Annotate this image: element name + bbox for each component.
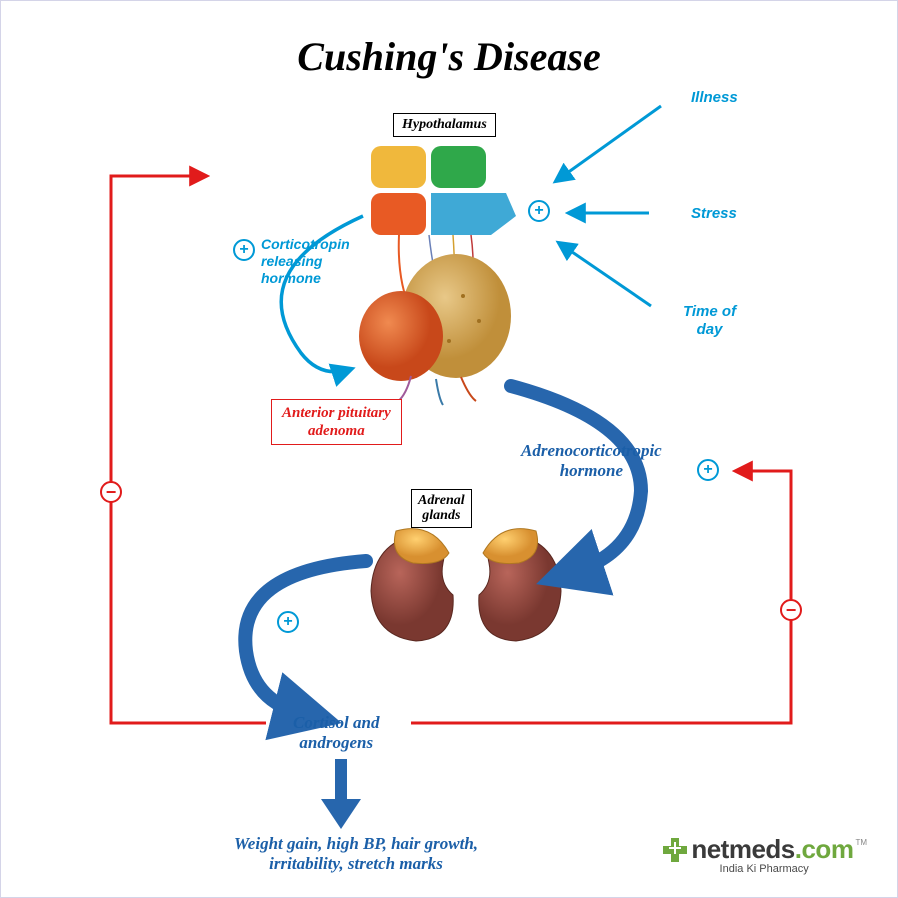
acth-label: Adrenocorticotropic hormone	[521, 441, 662, 482]
plus-crh-icon: +	[233, 239, 255, 261]
crh-label: Corticotropin releasing hormone	[261, 236, 350, 286]
brand-logo: netmeds.com TM India Ki Pharmacy	[661, 834, 867, 875]
minus-right-icon: −	[780, 599, 802, 621]
hypothalamus-label: Hypothalamus	[393, 113, 496, 137]
adrenal-left-icon	[371, 529, 453, 641]
plus-cortisol-icon: +	[277, 611, 299, 633]
diagram-canvas: Cushing's Disease	[0, 0, 898, 898]
stress-label: Stress	[691, 205, 737, 223]
arrow-illness	[556, 106, 661, 181]
arrow-timeofday	[559, 243, 651, 306]
adrenal-label: Adrenal glands	[411, 489, 472, 528]
minus-left-icon: −	[100, 481, 122, 503]
arrow-cortisol	[245, 561, 366, 713]
timeofday-label: Time of day	[683, 303, 736, 339]
arrow-symptoms	[321, 759, 361, 829]
page-title: Cushing's Disease	[1, 33, 897, 80]
logo-brand-text: netmeds.com	[691, 834, 853, 865]
plus-acth-icon: +	[697, 459, 719, 481]
logo-cross-icon	[661, 836, 689, 864]
adrenal-right-icon	[479, 529, 561, 641]
anterior-pituitary-label: Anterior pituitary adenoma	[271, 399, 402, 445]
logo-tm: TM	[855, 838, 867, 847]
hypothalamus-icon	[371, 146, 516, 311]
symptoms-label: Weight gain, high BP, hair growth, irrit…	[171, 834, 541, 875]
cortisol-label: Cortisol and androgens	[293, 713, 379, 754]
pituitary-icon	[359, 254, 511, 405]
plus-inputs-icon: +	[528, 200, 550, 222]
illness-label: Illness	[691, 89, 738, 107]
